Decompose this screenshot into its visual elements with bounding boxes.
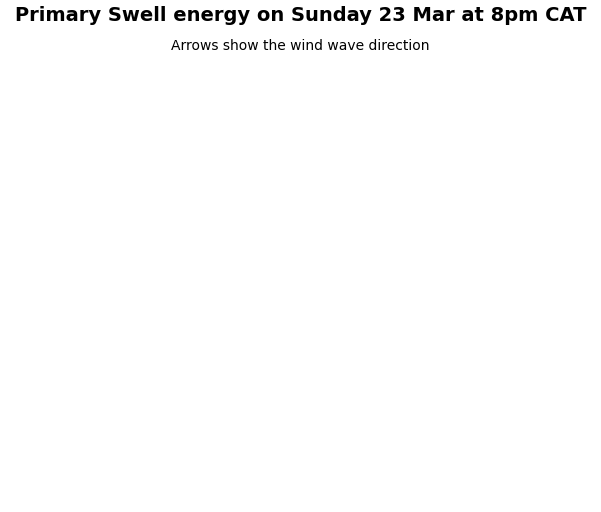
Text: Cartopy required for map rendering: Cartopy required for map rendering [152,278,449,296]
Text: Primary Swell energy on Sunday 23 Mar at 8pm CAT: Primary Swell energy on Sunday 23 Mar at… [15,6,586,25]
Text: Arrows show the wind wave direction: Arrows show the wind wave direction [171,39,430,53]
